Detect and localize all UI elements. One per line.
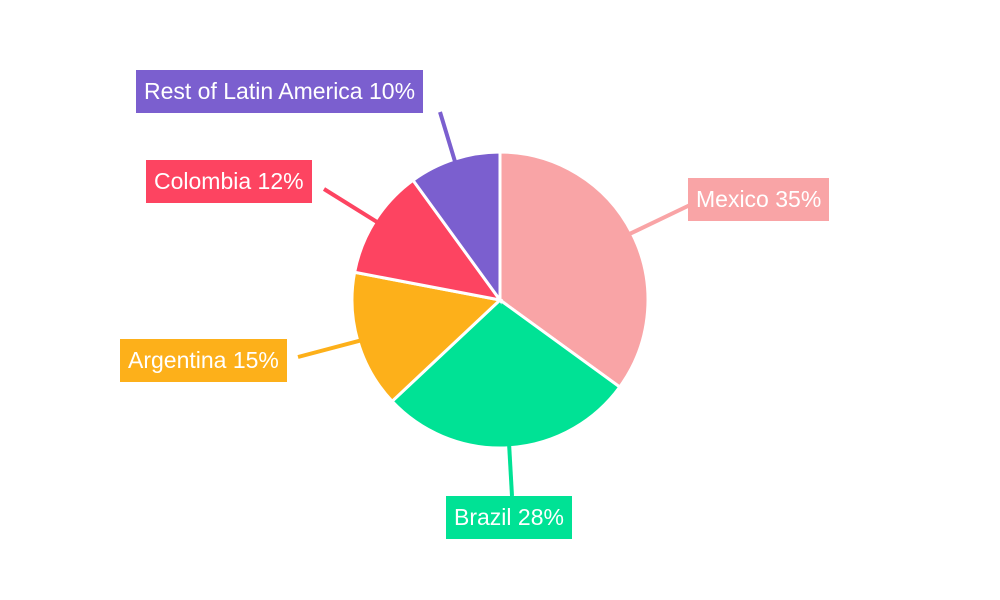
leader-line: [322, 187, 378, 224]
leader-line: [297, 338, 361, 359]
leader-lines: [297, 111, 691, 497]
pie-slices: [350, 150, 650, 450]
leader-line: [438, 111, 457, 162]
label-rest-of-latin-america: Rest of Latin America 10%: [136, 70, 424, 113]
label-brazil: Brazil 28%: [446, 496, 572, 539]
label-colombia: Colombia 12%: [146, 160, 312, 203]
leader-line: [507, 445, 514, 497]
leader-line: [629, 203, 691, 236]
label-mexico: Mexico 35%: [688, 178, 830, 221]
label-argentina: Argentina 15%: [120, 339, 287, 382]
